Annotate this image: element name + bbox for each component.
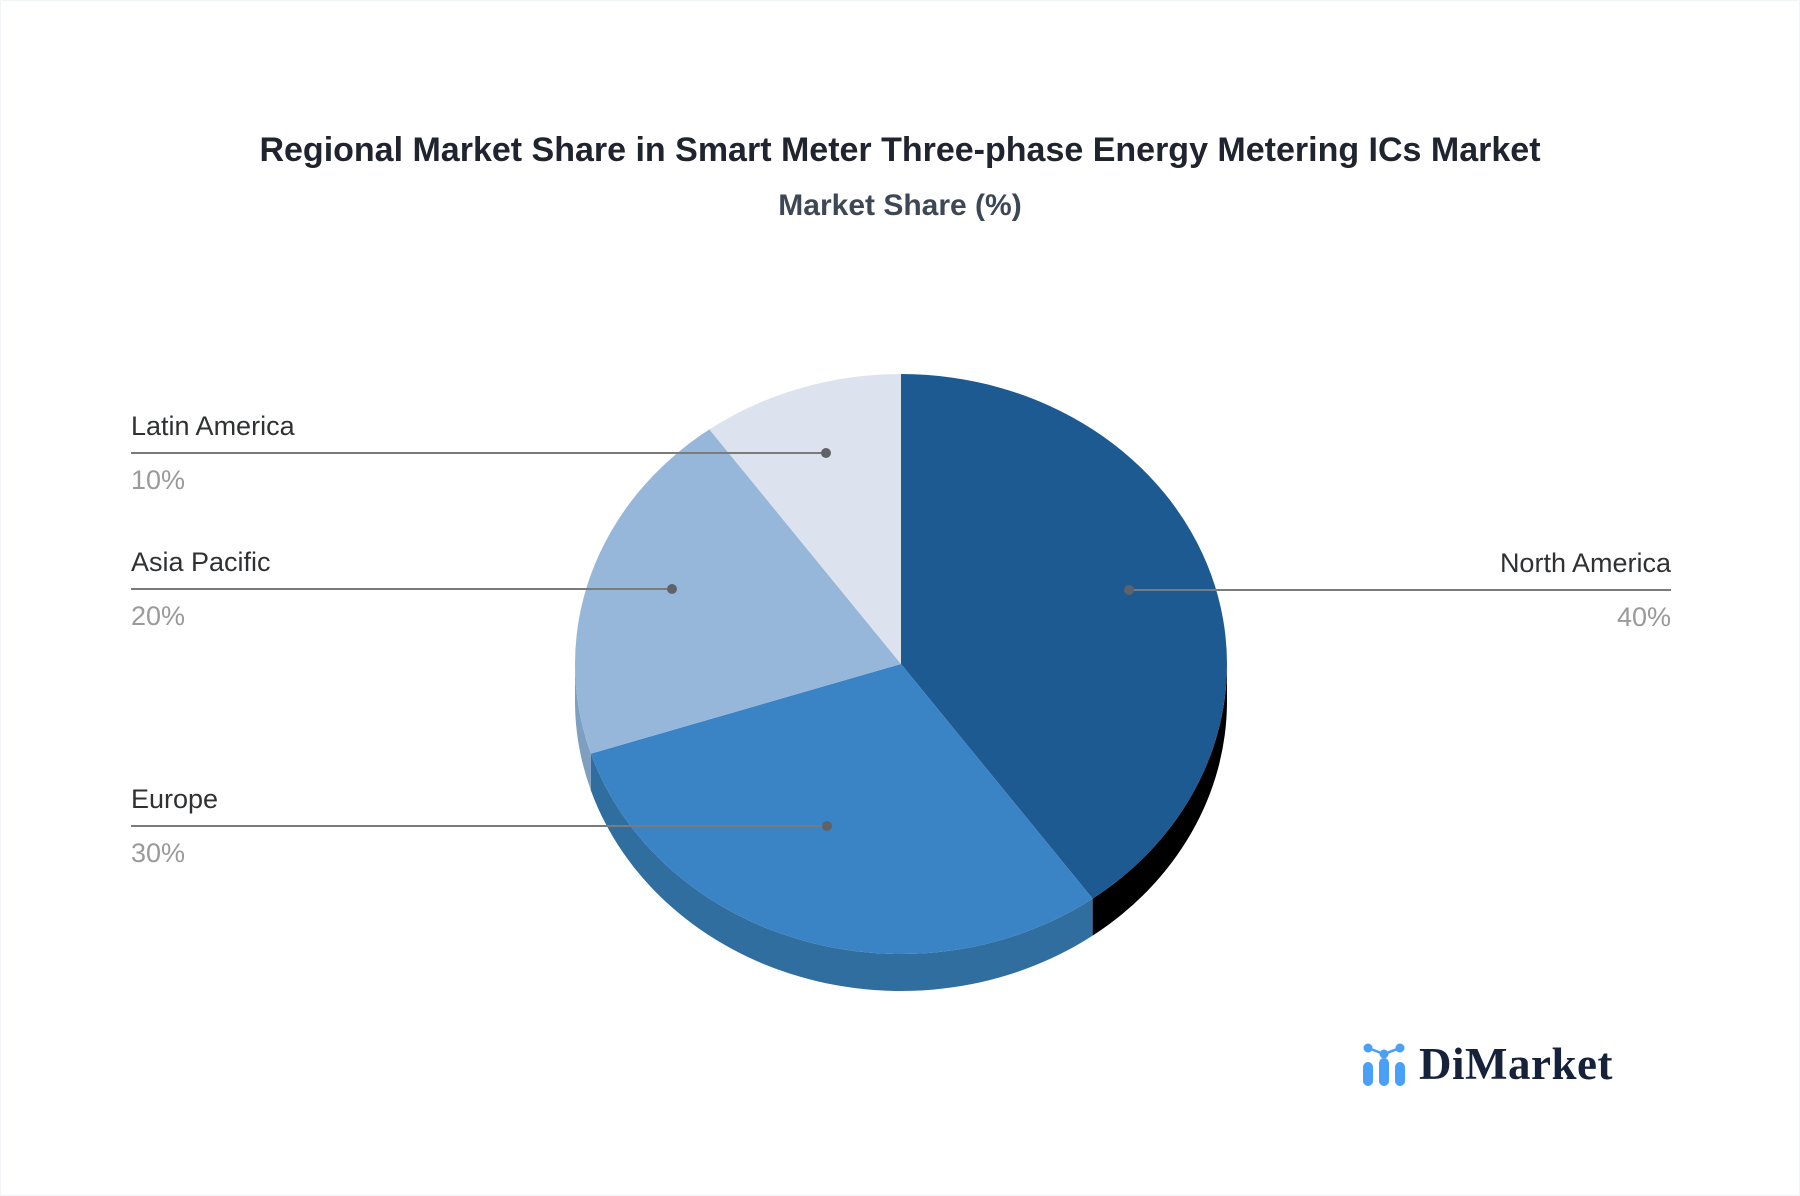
callout-value-latin-america: 10% xyxy=(131,465,186,495)
leader-dot-north-america xyxy=(1124,585,1134,595)
pie-slice-side-asia-pacific xyxy=(575,664,591,791)
callout-label-asia-pacific: Asia Pacific xyxy=(131,547,271,577)
callout-label-latin-america: Latin America xyxy=(131,411,295,441)
leader-dot-latin-america xyxy=(821,448,831,458)
brand-name: DiMarket xyxy=(1419,1039,1613,1089)
bar-chart-logo-icon xyxy=(1363,1043,1405,1086)
pie-slice-side-north-america xyxy=(1092,664,1227,936)
callout-value-europe: 30% xyxy=(131,838,186,868)
callout-label-north-america: North America xyxy=(1499,548,1671,578)
callout-value-north-america: 40% xyxy=(1616,602,1671,632)
pie-slice-latin-america[interactable] xyxy=(709,374,901,664)
leader-dot-europe xyxy=(822,821,832,831)
callout-value-asia-pacific: 20% xyxy=(131,601,186,631)
leader-dot-asia-pacific xyxy=(667,584,677,594)
pie-slice-north-america[interactable] xyxy=(901,374,1227,899)
chart-subtitle: Market Share (%) xyxy=(778,189,1022,222)
pie-slice-side-europe xyxy=(590,753,1093,991)
chart-title: Regional Market Share in Smart Meter Thr… xyxy=(259,131,1541,169)
pie-slice-europe[interactable] xyxy=(590,664,1093,954)
pie-slice-asia-pacific[interactable] xyxy=(575,429,901,754)
callout-label-europe: Europe xyxy=(131,784,219,814)
brand-logo: DiMarket xyxy=(1362,1038,1613,1090)
